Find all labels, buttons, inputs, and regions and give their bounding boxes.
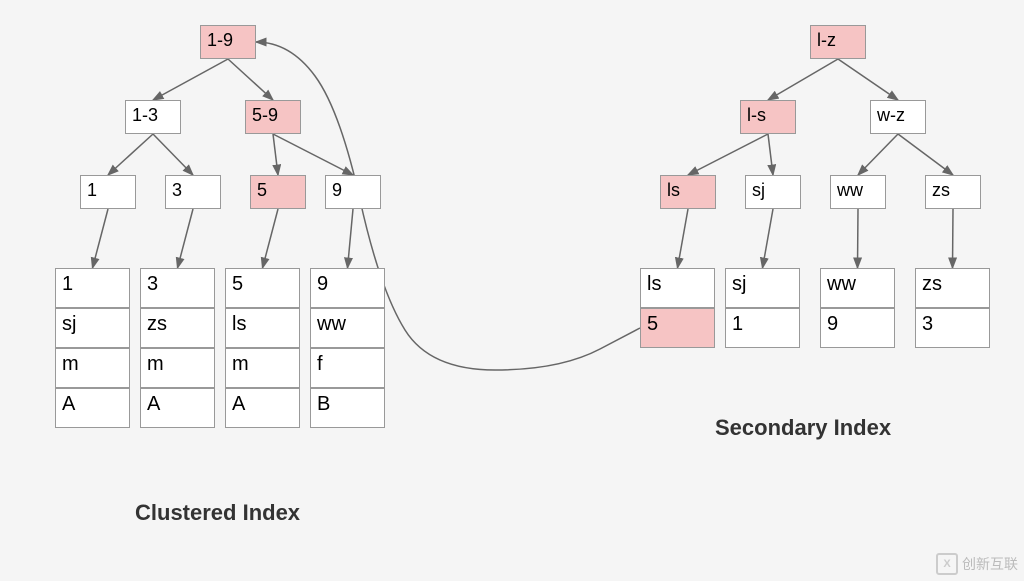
clustered-root-node: 1-9 [200,25,256,59]
secondary-leaf-cell: zs [915,268,990,308]
clustered-leaf-cell: 3 [140,268,215,308]
secondary-root-node: l-z [810,25,866,59]
clustered-index-title: Clustered Index [135,500,300,526]
secondary-leaf-cell: ww [820,268,895,308]
clustered-leaf-cell: zs [140,308,215,348]
clustered-key-node: 3 [165,175,221,209]
clustered-key-node: 5 [250,175,306,209]
clustered-leaf-cell: 9 [310,268,385,308]
secondary-leaf-cell: 3 [915,308,990,348]
clustered-key-node: 9 [325,175,381,209]
clustered-leaf-cell: f [310,348,385,388]
secondary-leaf-cell: 5 [640,308,715,348]
clustered-leaf-cell: A [55,388,130,428]
clustered-leaf-cell: m [140,348,215,388]
clustered-leaf-cell: 5 [225,268,300,308]
secondary-index-title: Secondary Index [715,415,891,441]
secondary-mid-node: w-z [870,100,926,134]
clustered-leaf-cell: ww [310,308,385,348]
secondary-key-node: zs [925,175,981,209]
secondary-leaf-cell: sj [725,268,800,308]
secondary-mid-node: l-s [740,100,796,134]
watermark-text: 创新互联 [962,554,1018,574]
secondary-key-node: ls [660,175,716,209]
clustered-leaf-cell: m [55,348,130,388]
secondary-leaf-cell: 9 [820,308,895,348]
clustered-leaf-cell: A [140,388,215,428]
clustered-leaf-cell: ls [225,308,300,348]
watermark: X 创新互联 [936,553,1018,575]
secondary-leaf-cell: ls [640,268,715,308]
watermark-logo-icon: X [936,553,958,575]
clustered-mid-node: 5-9 [245,100,301,134]
clustered-leaf-cell: B [310,388,385,428]
clustered-leaf-cell: m [225,348,300,388]
secondary-leaf-cell: 1 [725,308,800,348]
clustered-key-node: 1 [80,175,136,209]
clustered-leaf-cell: sj [55,308,130,348]
clustered-leaf-cell: A [225,388,300,428]
clustered-mid-node: 1-3 [125,100,181,134]
clustered-leaf-cell: 1 [55,268,130,308]
secondary-key-node: sj [745,175,801,209]
secondary-key-node: ww [830,175,886,209]
